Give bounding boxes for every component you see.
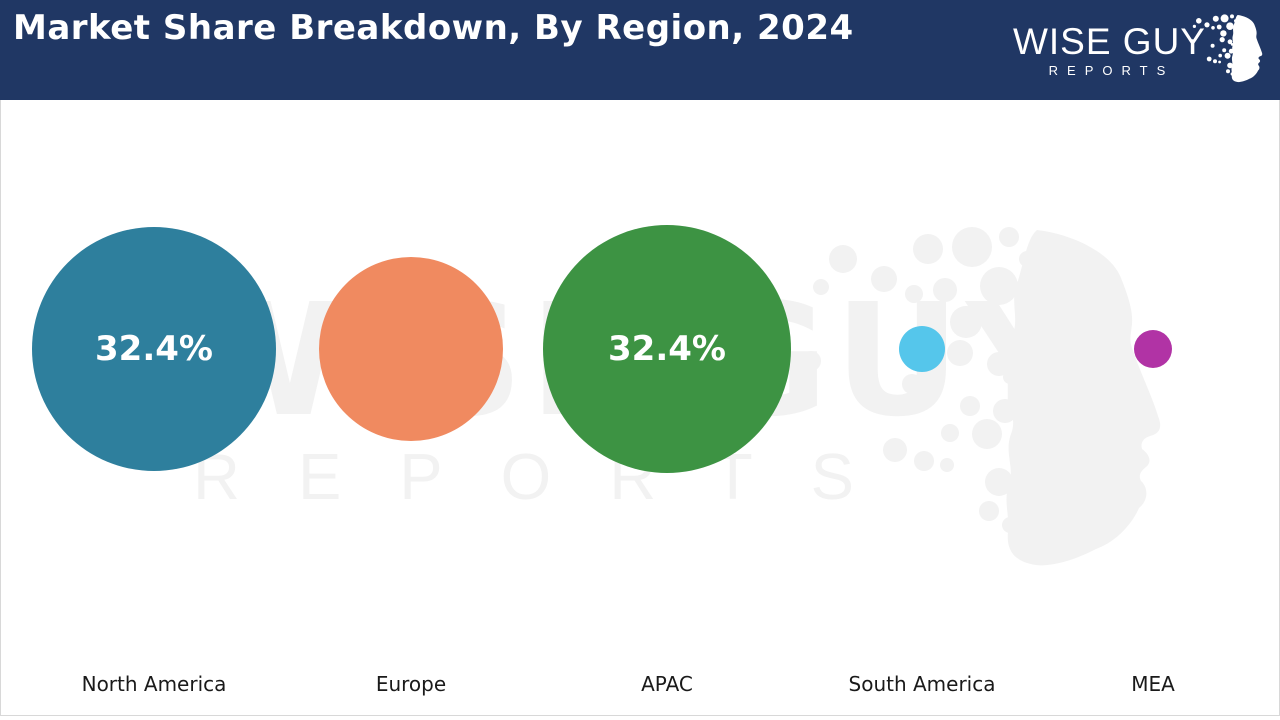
page-title: Market Share Breakdown, By Region, 2024: [13, 8, 854, 48]
bubble-value-label-apac: 32.4%: [608, 329, 726, 369]
bubble-south-america: [899, 326, 945, 372]
logo-wordmark: WISE GUY: [1012, 21, 1206, 62]
wiseguy-head-icon: [1190, 14, 1263, 83]
category-label-apac: APAC: [641, 672, 693, 696]
logo-subtext: REPORTS: [1048, 63, 1175, 78]
bubble-europe: [319, 257, 503, 441]
watermark-subtext: REPORTS: [193, 440, 913, 513]
bubble-chart: 32.4% North America Europe 32.4% APAC South A…: [1, 100, 1279, 715]
logo-text: WISE GUY REPORTS: [1013, 23, 1206, 77]
category-label-europe: Europe: [375, 672, 447, 696]
bubble-value-label-north-america: 32.4%: [95, 329, 213, 369]
bubble-north-america: 32.4%: [32, 227, 276, 471]
category-label-south-america: South America: [848, 672, 996, 696]
category-label-mea: MEA: [1131, 672, 1175, 696]
bubble-apac: 32.4%: [543, 225, 791, 473]
wiseguy-logo: WISE GUY REPORTS: [1013, 8, 1270, 92]
header-bar: Market Share Breakdown, By Region, 2024 …: [0, 0, 1280, 100]
category-label-north-america: North America: [81, 672, 227, 696]
bubble-mea: [1134, 330, 1172, 368]
chart-area: WISE GUY REPORTS 32.4%North AmericaEurop…: [0, 100, 1280, 716]
